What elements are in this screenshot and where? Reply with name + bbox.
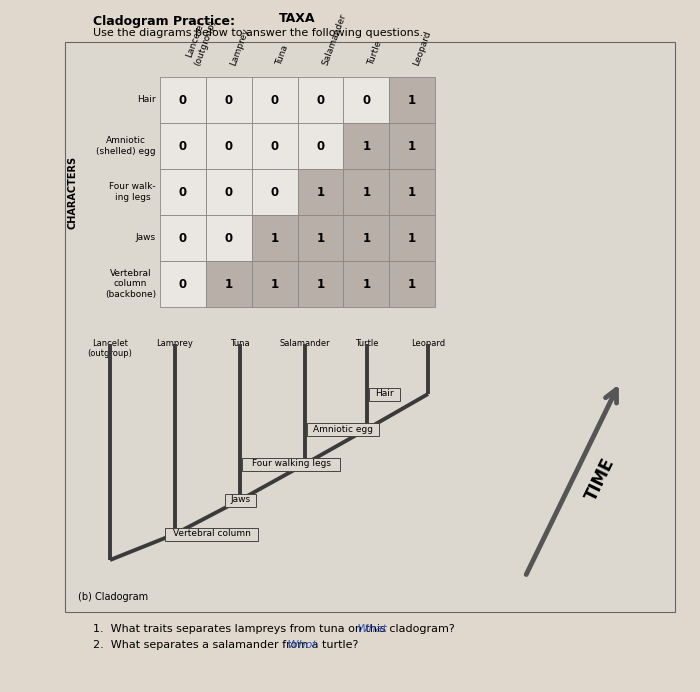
Text: 0: 0 (225, 185, 233, 199)
Bar (343, 77, 389, 123)
Text: 0: 0 (225, 93, 233, 107)
Text: Leopard: Leopard (412, 30, 433, 67)
Text: Jaws: Jaws (136, 233, 156, 242)
Text: Cladogram Practice:: Cladogram Practice: (93, 15, 235, 28)
Text: Vertebral column: Vertebral column (173, 529, 251, 538)
Text: Salamander: Salamander (321, 12, 347, 67)
Text: 0: 0 (179, 232, 187, 244)
Bar (206, 169, 252, 215)
Text: 1: 1 (316, 277, 325, 291)
Bar (252, 215, 298, 261)
Bar (242, 457, 340, 471)
Bar (389, 261, 435, 307)
Text: 0: 0 (270, 185, 279, 199)
Bar (298, 77, 343, 123)
Bar (252, 169, 298, 215)
Text: (b) Cladogram: (b) Cladogram (78, 592, 148, 602)
Text: Lamprey: Lamprey (157, 339, 193, 348)
Bar (343, 169, 389, 215)
Text: 1: 1 (225, 277, 233, 291)
Text: Lamprey: Lamprey (229, 27, 251, 67)
Bar (298, 123, 343, 169)
Text: 1: 1 (316, 232, 325, 244)
Bar (165, 527, 258, 540)
Text: Amniotic
(shelled) egg: Amniotic (shelled) egg (97, 136, 156, 156)
Text: 0: 0 (179, 93, 187, 107)
Text: 0: 0 (225, 140, 233, 152)
Text: 0: 0 (179, 277, 187, 291)
Bar (343, 123, 389, 169)
Bar (389, 77, 435, 123)
Text: 1: 1 (408, 185, 416, 199)
Text: Lancelet
(outgroup): Lancelet (outgroup) (88, 339, 132, 358)
Text: TAXA: TAXA (279, 12, 316, 26)
Text: Vertebral
column
(backbone): Vertebral column (backbone) (105, 269, 156, 299)
Bar (206, 123, 252, 169)
Bar (252, 261, 298, 307)
Text: 0: 0 (179, 185, 187, 199)
Text: Four walking legs: Four walking legs (252, 459, 330, 468)
Bar (389, 169, 435, 215)
Text: 1: 1 (362, 185, 370, 199)
Bar (65, 42, 675, 612)
Text: Tuna: Tuna (274, 44, 290, 67)
Text: Turtle: Turtle (366, 40, 384, 67)
Bar (225, 493, 256, 507)
Text: 1: 1 (316, 185, 325, 199)
Text: Use the diagrams below to answer the following questions.: Use the diagrams below to answer the fol… (93, 28, 423, 38)
Text: 0: 0 (225, 232, 233, 244)
Bar (160, 169, 206, 215)
Bar (343, 215, 389, 261)
Text: 0: 0 (362, 93, 370, 107)
Text: 1: 1 (362, 140, 370, 152)
Text: 0: 0 (270, 93, 279, 107)
Text: Whot: Whot (284, 640, 316, 650)
Bar (160, 77, 206, 123)
Bar (343, 261, 389, 307)
Bar (160, 261, 206, 307)
Text: Turtle: Turtle (355, 339, 379, 348)
Text: Leopard: Leopard (411, 339, 445, 348)
Text: CHARACTERS: CHARACTERS (68, 156, 78, 228)
Text: Four walk-
ing legs: Four walk- ing legs (109, 182, 156, 201)
Text: Lancelet
(outgroup): Lancelet (outgroup) (183, 15, 218, 67)
Text: 1: 1 (270, 232, 279, 244)
Bar (389, 123, 435, 169)
Text: Hair: Hair (375, 390, 393, 399)
Bar (369, 388, 400, 401)
Text: 1: 1 (362, 232, 370, 244)
Bar (252, 77, 298, 123)
Bar (298, 215, 343, 261)
Text: 1.  What traits separates lampreys from tuna on this cladogram?: 1. What traits separates lampreys from t… (93, 624, 459, 634)
Text: Salamander: Salamander (280, 339, 330, 348)
Text: 0: 0 (179, 140, 187, 152)
Bar (298, 169, 343, 215)
Bar (206, 77, 252, 123)
Text: What: What (354, 624, 387, 634)
Bar (298, 261, 343, 307)
Text: Hair: Hair (137, 95, 156, 104)
Text: 0: 0 (316, 93, 325, 107)
Text: 1: 1 (408, 93, 416, 107)
Bar (160, 215, 206, 261)
Bar (389, 215, 435, 261)
Text: 2.  What separates a salamander from a turtle?: 2. What separates a salamander from a tu… (93, 640, 362, 650)
Text: Amniotic egg: Amniotic egg (313, 424, 373, 433)
Bar (307, 423, 379, 435)
Text: TIME: TIME (582, 455, 619, 504)
Text: 1: 1 (408, 232, 416, 244)
Text: 0: 0 (270, 140, 279, 152)
Text: 1: 1 (270, 277, 279, 291)
Text: 1: 1 (408, 140, 416, 152)
Text: Jaws: Jaws (230, 495, 251, 504)
Bar (206, 215, 252, 261)
Bar (252, 123, 298, 169)
Bar (206, 261, 252, 307)
Text: 1: 1 (362, 277, 370, 291)
Text: Tuna: Tuna (230, 339, 250, 348)
Bar (160, 123, 206, 169)
Text: 0: 0 (316, 140, 325, 152)
Text: 1: 1 (408, 277, 416, 291)
